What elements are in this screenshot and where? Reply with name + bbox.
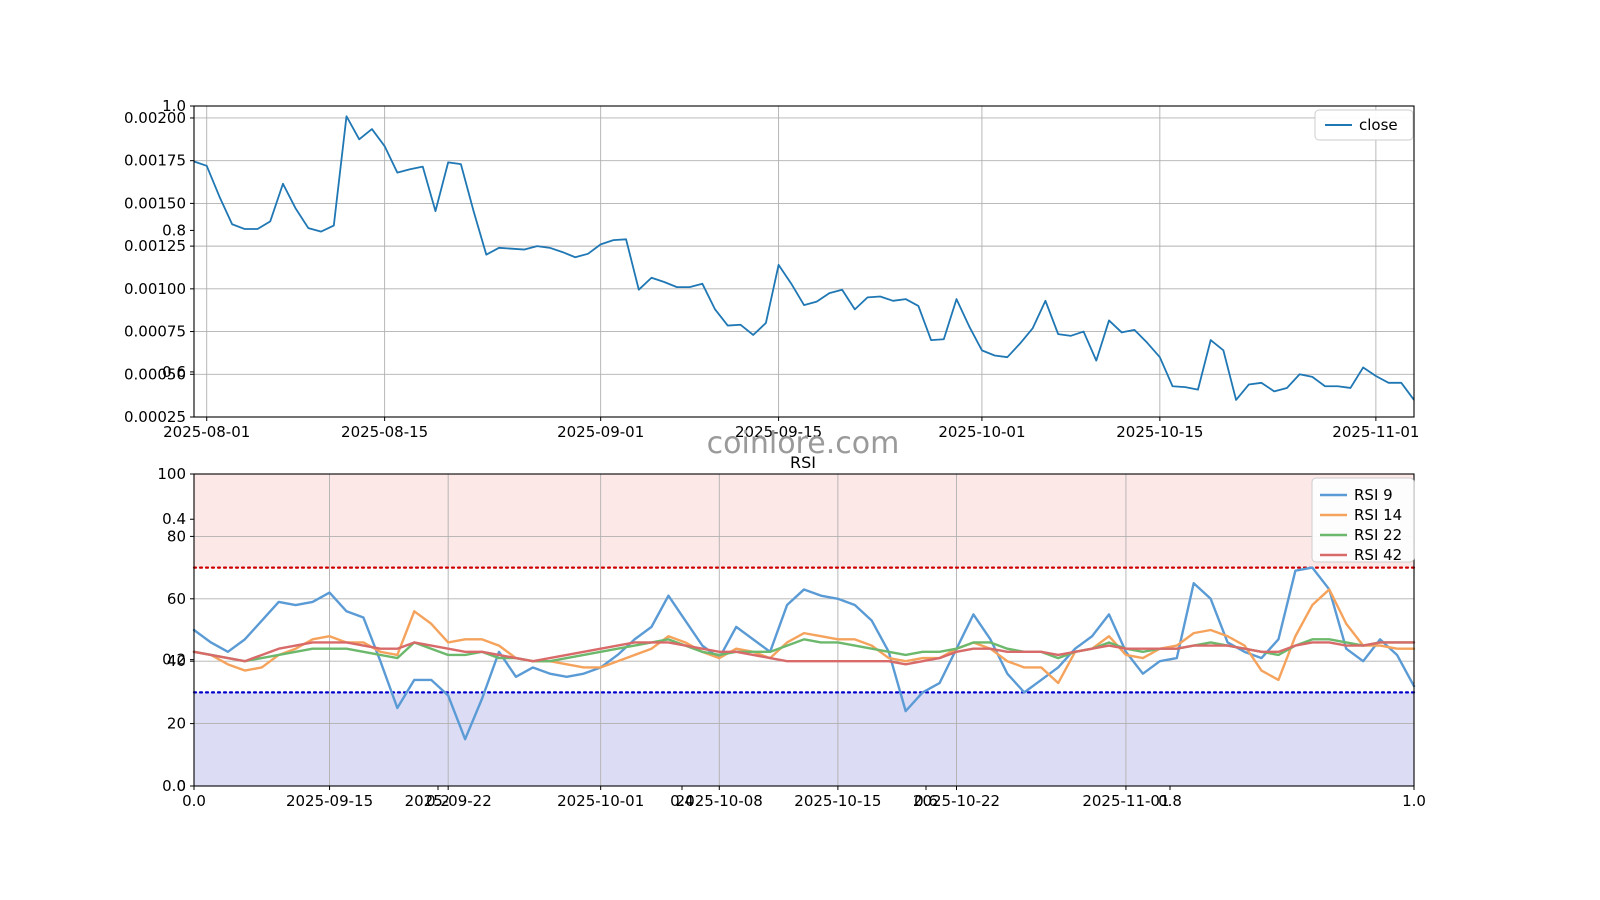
x-tick-label-rsi: 2025-10-08 [676, 792, 763, 810]
y-tick-label-price: 0.00025 [124, 408, 186, 426]
y-tick-label-price: 0.00150 [124, 194, 186, 212]
y-tick-label-secondary: 0.6 [162, 363, 186, 381]
x-tick-label-secondary: 1.0 [1402, 792, 1426, 810]
rsi-axes-frame [193, 473, 1415, 787]
price-axes-frame [193, 105, 1415, 418]
rsi-legend[interactable]: RSI 9 RSI 14 RSI 22 RSI 42 [1311, 477, 1415, 564]
legend-box [1311, 477, 1415, 563]
x-tick-label-rsi: 2025-10-01 [557, 792, 644, 810]
legend-label-rsi9: RSI 9 [1354, 486, 1393, 504]
x-tick-label-price: 2025-10-15 [1116, 423, 1203, 441]
y-tick-label-rsi: 20 [167, 715, 186, 733]
price-grid [194, 106, 1414, 418]
y-tick-label-rsi: 100 [157, 465, 186, 483]
x-tick-label-secondary: 0.6 [914, 792, 938, 810]
legend-box [1314, 109, 1414, 141]
rsi42-line [192, 641, 1416, 666]
oversold-band [194, 692, 1414, 786]
y-tick-label-rsi: 80 [167, 527, 186, 545]
x-tick-label-secondary: 0.0 [182, 792, 206, 810]
x-tick-label-price: 2025-09-01 [557, 423, 644, 441]
rsi-panel-title: RSI [790, 453, 816, 472]
y-tick-label-rsi: 0 [176, 777, 186, 795]
legend-label-close: close [1359, 116, 1398, 134]
close-price-line [193, 115, 1415, 401]
y-tick-label-price: 0.00200 [124, 109, 186, 127]
x-tick-label-rsi: 2025-09-15 [286, 792, 373, 810]
y-tick-label-price: 0.00100 [124, 280, 186, 298]
overbought-band [194, 474, 1414, 568]
x-tick-label-price: 2025-08-01 [163, 423, 250, 441]
rsi22-line [192, 638, 1416, 663]
x-tick-label-secondary: 0.2 [426, 792, 450, 810]
y-tick-label-price: 0.00175 [124, 152, 186, 170]
x-tick-label-rsi: 2025-11-01 [1082, 792, 1169, 810]
x-tick-label-price: 2025-08-15 [341, 423, 428, 441]
legend-label-rsi14: RSI 14 [1354, 506, 1402, 524]
y-tick-label-price: 0.00050 [124, 365, 186, 383]
y-tick-label-secondary: 1.0 [162, 97, 186, 115]
legend-label-rsi42: RSI 42 [1354, 546, 1402, 564]
rsi-panel: 0 20 40 60 80 100 0.4 0.2 0.0 2025-09-15 2025-09-2… [157, 465, 1426, 810]
y-tick-label-price: 0.00125 [124, 237, 186, 255]
price-panel: 0.00025 0.00050 0.00075 0.00100 0.00125 0.001… [124, 97, 1420, 441]
rsi9-line [192, 566, 1416, 741]
y-tick-label-price: 0.00075 [124, 323, 186, 341]
x-tick-label-price: 2025-10-01 [938, 423, 1025, 441]
y-tick-label-secondary: 0.4 [162, 510, 186, 528]
x-tick-label-rsi: 2025-09-22 [405, 792, 492, 810]
x-tick-label-price: 2025-09-15 [735, 423, 822, 441]
rsi-y-axis-secondary: 0.4 0.2 0.0 [162, 510, 194, 795]
price-legend[interactable]: close [1314, 109, 1414, 141]
rsi-y-axis: 0 20 40 60 80 100 [157, 465, 194, 795]
y-tick-label-secondary: 0.0 [162, 777, 186, 795]
x-tick-label-rsi: 2025-10-15 [794, 792, 881, 810]
x-tick-label-rsi: 2025-10-22 [913, 792, 1000, 810]
rsi-x-axis: 2025-09-15 2025-09-22 2025-10-01 2025-10-08… [286, 786, 1170, 810]
y-tick-label-rsi: 40 [167, 652, 186, 670]
legend-label-rsi22: RSI 22 [1354, 526, 1402, 544]
y-tick-label-rsi: 60 [167, 590, 186, 608]
x-tick-label-secondary: 0.8 [1158, 792, 1182, 810]
x-tick-label-secondary: 0.4 [670, 792, 694, 810]
y-tick-label-secondary: 0.8 [162, 221, 186, 239]
price-x-axis: 2025-08-01 2025-08-15 2025-09-01 2025-09-15… [163, 417, 1419, 441]
price-y-axis: 0.00025 0.00050 0.00075 0.00100 0.00125 0.001… [124, 109, 194, 426]
rsi14-line [192, 588, 1416, 685]
y-tick-label-secondary: 0.2 [162, 651, 186, 669]
watermark-text: coinlore.com [707, 426, 900, 461]
rsi-x-axis-secondary: 0.0 0.2 0.4 0.6 0.8 1.0 [182, 786, 1426, 810]
x-tick-label-price: 2025-11-01 [1332, 423, 1419, 441]
price-plot-background [194, 106, 1414, 417]
price-y-axis-secondary: 1.0 0.8 0.6 [162, 97, 194, 381]
